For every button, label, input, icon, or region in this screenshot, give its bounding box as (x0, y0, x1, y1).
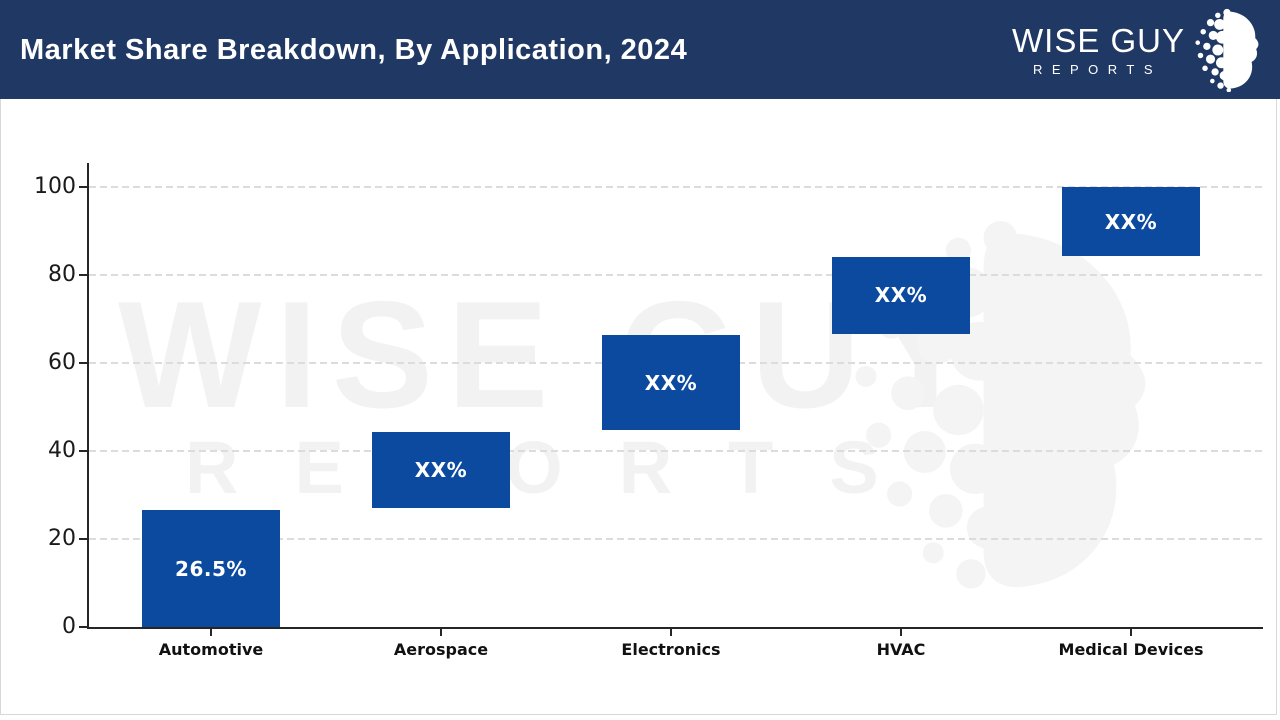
gridline-100 (89, 186, 1262, 188)
x-category-label-medical-devices: Medical Devices (1058, 640, 1204, 659)
x-tick-mark-automotive (210, 629, 212, 636)
y-tick-label-40: 40 (48, 438, 76, 463)
y-tick-mark-0 (79, 626, 87, 628)
y-tick-label-80: 80 (48, 262, 76, 287)
x-category-label-automotive: Automotive (158, 640, 264, 659)
x-axis-line (87, 627, 1263, 629)
y-axis-line (87, 163, 89, 629)
content-border (0, 99, 1277, 715)
dotted-head-icon (1195, 8, 1259, 92)
x-tick-mark-medical-devices (1130, 629, 1132, 636)
logo-wordmark: WISE GUY (1012, 22, 1186, 59)
bar-value-label-aerospace: XX% (414, 458, 468, 483)
logo-text: WISE GUY REPORTS (1012, 22, 1186, 77)
bar-value-label-medical-devices: XX% (1104, 209, 1158, 234)
y-tick-mark-20 (79, 538, 87, 540)
y-tick-mark-60 (79, 362, 87, 364)
gridline-40 (89, 450, 1262, 452)
y-tick-label-20: 20 (48, 526, 76, 551)
bar-value-label-hvac: XX% (874, 283, 928, 308)
gridline-80 (89, 274, 1262, 276)
bar-aerospace: XX% (372, 432, 510, 509)
x-category-label-aerospace: Aerospace (393, 640, 489, 659)
y-tick-mark-40 (79, 450, 87, 452)
bar-value-label-automotive: 26.5% (175, 556, 247, 581)
y-tick-label-100: 100 (34, 174, 76, 199)
bar-hvac: XX% (832, 256, 970, 334)
y-tick-label-60: 60 (48, 350, 76, 375)
x-tick-mark-aerospace (440, 629, 442, 636)
bar-automotive: 26.5% (142, 510, 280, 627)
gridline-20 (89, 538, 1262, 540)
wise-guy-reports-logo: WISE GUY REPORTS (1012, 8, 1262, 92)
y-tick-label-0: 0 (62, 614, 76, 639)
watermark-subtitle: REPORTS (185, 426, 935, 509)
header: Market Share Breakdown, By Application, … (0, 0, 1280, 99)
page-title: Market Share Breakdown, By Application, … (20, 34, 688, 66)
x-tick-mark-electronics (670, 629, 672, 636)
x-category-label-electronics: Electronics (621, 640, 721, 659)
bar-medical-devices: XX% (1062, 187, 1200, 257)
y-tick-mark-100 (79, 186, 87, 188)
x-category-label-hvac: HVAC (876, 640, 926, 659)
bar-electronics: XX% (602, 335, 740, 430)
bar-value-label-electronics: XX% (644, 370, 698, 395)
y-tick-mark-80 (79, 274, 87, 276)
x-tick-mark-hvac (900, 629, 902, 636)
logo-subtitle: REPORTS (1032, 62, 1163, 77)
